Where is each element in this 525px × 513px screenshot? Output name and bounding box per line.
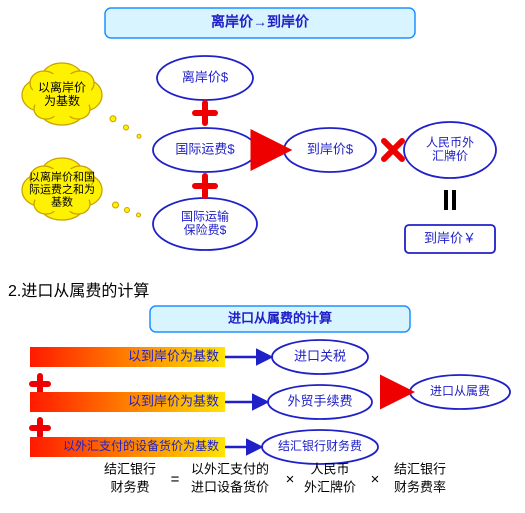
svg-text:=: =	[171, 471, 180, 488]
svg-text:进口设备货价: 进口设备货价	[191, 479, 269, 494]
equals-icon	[444, 190, 448, 210]
svg-text:人民币外: 人民币外	[426, 135, 474, 149]
svg-text:进口从属费的计算: 进口从属费的计算	[228, 310, 332, 325]
svg-text:离岸价$: 离岸价$	[182, 69, 229, 84]
svg-text:到岸价￥: 到岸价￥	[424, 230, 476, 245]
svg-text:进口从属费: 进口从属费	[430, 384, 490, 398]
svg-text:以外汇支付的: 以外汇支付的	[191, 461, 269, 476]
svg-text:离岸价→到岸价: 离岸价→到岸价	[211, 14, 310, 30]
svg-text:国际运输: 国际运输	[181, 208, 229, 223]
svg-text:进口关税: 进口关税	[294, 348, 346, 363]
svg-text:人民币: 人民币	[310, 461, 349, 476]
svg-text:结汇银行财务费: 结汇银行财务费	[278, 438, 362, 453]
svg-text:以到岸价为基数: 以到岸价为基数	[128, 393, 219, 408]
svg-text:×: ×	[286, 471, 295, 488]
svg-text:为基数: 为基数	[44, 93, 80, 108]
svg-text:结汇银行: 结汇银行	[394, 461, 446, 476]
svg-text:×: ×	[371, 471, 380, 488]
svg-text:以外汇支付的设备货价为基数: 以外汇支付的设备货价为基数	[63, 438, 219, 453]
svg-text:以离岸价和国: 以离岸价和国	[29, 169, 95, 183]
svg-text:以到岸价为基数: 以到岸价为基数	[128, 348, 219, 363]
svg-text:汇牌价: 汇牌价	[432, 149, 468, 163]
svg-text:结汇银行: 结汇银行	[104, 461, 156, 476]
svg-text:国际运费$: 国际运费$	[175, 141, 235, 156]
svg-text:财务费率: 财务费率	[394, 479, 446, 494]
svg-text:外汇牌价: 外汇牌价	[304, 479, 356, 494]
svg-text:2.进口从属费的计算: 2.进口从属费的计算	[8, 281, 149, 300]
svg-text:到岸价$: 到岸价$	[307, 141, 354, 156]
svg-text:外贸手续费: 外贸手续费	[287, 393, 352, 408]
svg-text:际运费之和为: 际运费之和为	[29, 182, 95, 196]
svg-text:保险费$: 保险费$	[184, 222, 227, 237]
svg-text:基数: 基数	[51, 196, 73, 209]
svg-text:财务费: 财务费	[110, 479, 149, 494]
svg-text:以离岸价: 以离岸价	[38, 79, 86, 94]
